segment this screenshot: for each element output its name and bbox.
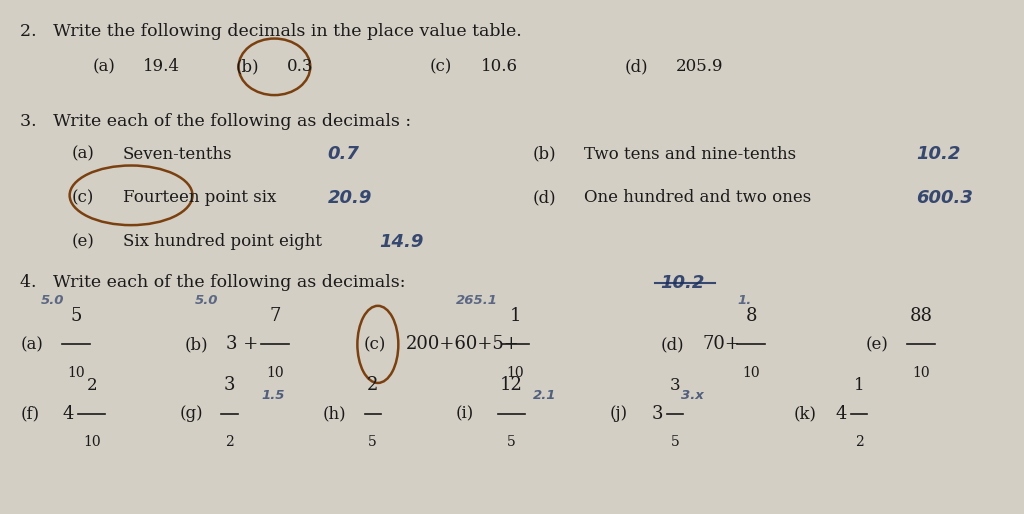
Text: 19.4: 19.4 <box>143 58 180 76</box>
Text: (d): (d) <box>660 336 684 353</box>
Text: 4.   Write each of the following as decimals:: 4. Write each of the following as decima… <box>20 274 406 291</box>
Text: 5.0: 5.0 <box>41 294 65 307</box>
Text: 2.   Write the following decimals in the place value table.: 2. Write the following decimals in the p… <box>20 23 522 40</box>
Text: 0.3: 0.3 <box>287 58 313 76</box>
Text: (a): (a) <box>92 58 115 76</box>
Text: (h): (h) <box>323 405 346 423</box>
Text: 205.9: 205.9 <box>676 58 723 76</box>
Text: Seven-tenths: Seven-tenths <box>123 145 232 163</box>
Text: 10: 10 <box>68 365 85 380</box>
Text: 3: 3 <box>670 377 680 394</box>
Text: 5.0: 5.0 <box>195 294 218 307</box>
Text: 8: 8 <box>745 307 757 325</box>
Text: (b): (b) <box>236 58 259 76</box>
Text: (a): (a) <box>20 336 43 353</box>
Text: (i): (i) <box>456 405 474 423</box>
Text: 20.9: 20.9 <box>328 189 372 207</box>
Text: 2: 2 <box>225 435 233 449</box>
Text: 10: 10 <box>912 365 930 380</box>
Text: (k): (k) <box>794 405 816 423</box>
Text: 3: 3 <box>651 405 663 423</box>
Text: (c): (c) <box>364 336 386 353</box>
Text: 2: 2 <box>367 376 379 395</box>
Text: 5: 5 <box>507 435 516 449</box>
Text: 2: 2 <box>855 435 863 449</box>
Text: 2.1: 2.1 <box>532 389 556 402</box>
Text: 10: 10 <box>83 435 100 449</box>
Text: 1.5: 1.5 <box>261 389 285 402</box>
Text: 10.6: 10.6 <box>481 58 518 76</box>
Text: 3: 3 <box>223 376 236 395</box>
Text: 12: 12 <box>500 376 523 395</box>
Text: 7: 7 <box>269 307 281 325</box>
Text: (a): (a) <box>72 145 94 163</box>
Text: (c): (c) <box>430 58 453 76</box>
Text: 4: 4 <box>836 405 847 423</box>
Text: One hundred and two ones: One hundred and two ones <box>584 189 811 207</box>
Text: 600.3: 600.3 <box>916 189 974 207</box>
Text: 5: 5 <box>71 307 82 325</box>
Text: 5: 5 <box>671 435 679 449</box>
Text: (f): (f) <box>20 405 40 423</box>
Text: 1.: 1. <box>737 294 752 307</box>
Text: Two tens and nine-tenths: Two tens and nine-tenths <box>584 145 796 163</box>
Text: 88: 88 <box>909 307 933 325</box>
Text: (c): (c) <box>72 189 94 207</box>
Text: 4: 4 <box>62 405 74 423</box>
Text: 70+: 70+ <box>702 335 740 354</box>
Text: 0.7: 0.7 <box>328 145 359 163</box>
Text: 10: 10 <box>507 365 524 380</box>
Text: 2: 2 <box>86 377 97 394</box>
Text: 200+60+5+: 200+60+5+ <box>406 335 519 354</box>
Text: (b): (b) <box>184 336 208 353</box>
Text: (b): (b) <box>532 145 556 163</box>
Text: (d): (d) <box>532 189 556 207</box>
Text: (d): (d) <box>625 58 648 76</box>
Text: 1: 1 <box>854 377 864 394</box>
Text: (j): (j) <box>609 405 628 423</box>
Text: 14.9: 14.9 <box>379 232 423 251</box>
Text: 10.2: 10.2 <box>660 273 705 292</box>
Text: Six hundred point eight: Six hundred point eight <box>123 233 322 250</box>
Text: Fourteen point six: Fourteen point six <box>123 189 276 207</box>
Text: 3 +: 3 + <box>226 335 258 354</box>
Text: 10.2: 10.2 <box>916 145 961 163</box>
Text: 265.1: 265.1 <box>456 294 498 307</box>
Text: (e): (e) <box>72 233 94 250</box>
Text: 1: 1 <box>510 307 521 325</box>
Text: 3.x: 3.x <box>681 389 703 402</box>
Text: (e): (e) <box>865 336 888 353</box>
Text: 5: 5 <box>369 435 377 449</box>
Text: 10: 10 <box>742 365 760 380</box>
Text: 3.   Write each of the following as decimals :: 3. Write each of the following as decima… <box>20 113 412 130</box>
Text: (g): (g) <box>179 405 203 423</box>
Text: 10: 10 <box>266 365 284 380</box>
